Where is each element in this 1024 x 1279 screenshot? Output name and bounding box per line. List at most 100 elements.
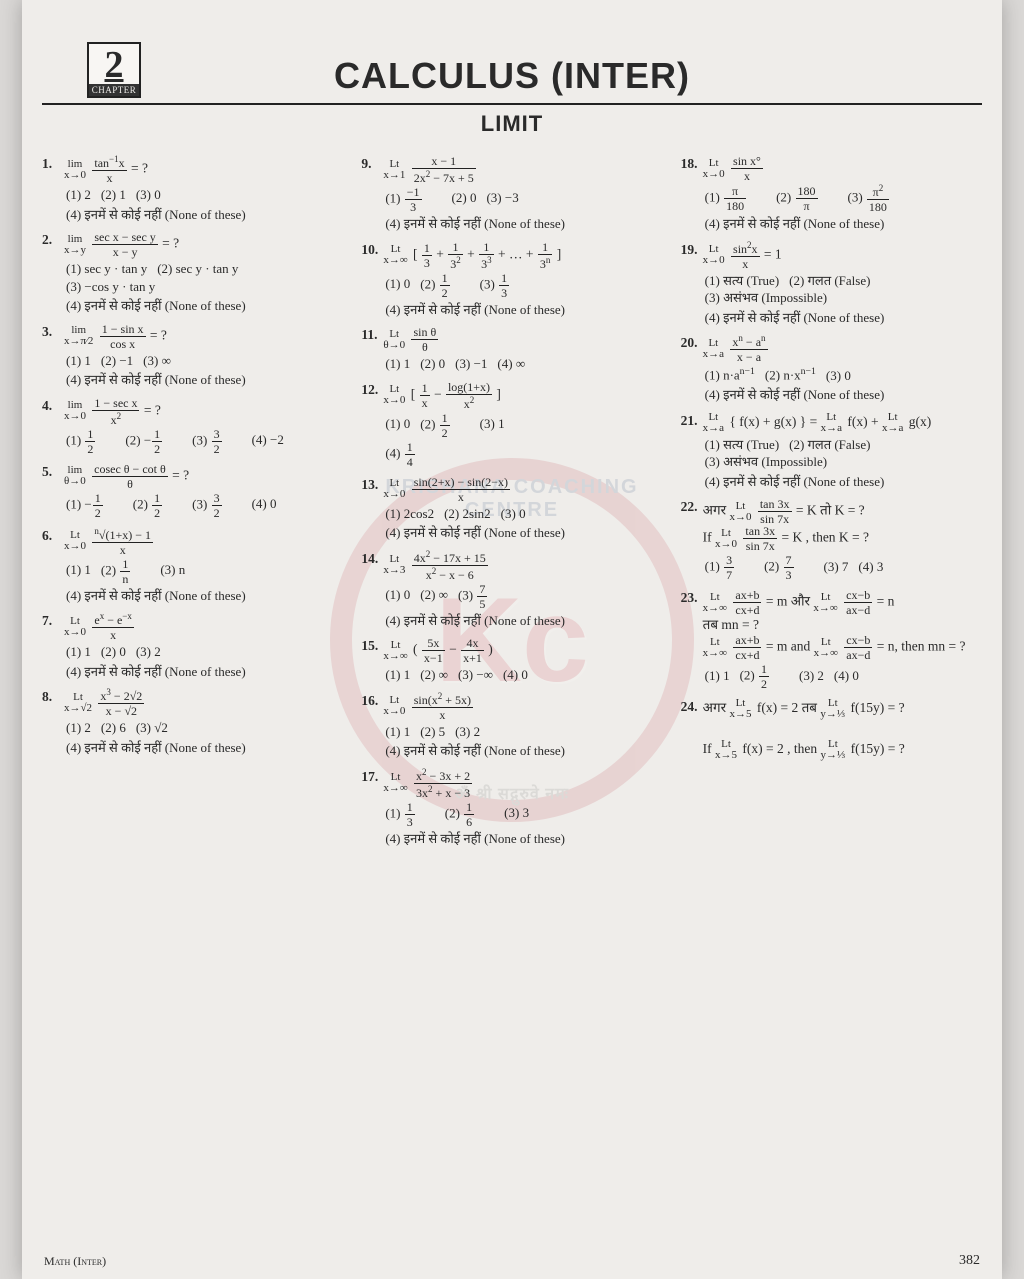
question: 24.अगर Ltx→5 f(x) = 2 तब Lty→⅓ f(15y) = …	[681, 698, 982, 760]
option: (4) 3	[858, 558, 883, 576]
option: (4) इनमें से कोई नहीं (None of these)	[66, 297, 333, 315]
question-stem: Ltx→0 sin x°x	[703, 155, 764, 182]
option: (3) 2	[136, 643, 161, 661]
option: (1) 0	[385, 275, 410, 293]
question: 7.Ltx→0 ex − e−xx(1) 1(2) 0(3) 2(4) इनमे…	[42, 612, 343, 680]
option: (2) 73	[764, 554, 813, 581]
option: (4) इनमें से कोई नहीं (None of these)	[66, 206, 333, 224]
option: (2) 180π	[776, 185, 837, 212]
title-rule	[42, 103, 982, 105]
question-number: 3.	[42, 323, 64, 341]
question-stem: Ltx→∞ ax+bcx+d = m और Ltx→∞ cx−bax−d = n…	[703, 589, 966, 661]
option: (4) 0	[834, 667, 859, 685]
option: (1) 2	[66, 719, 91, 737]
question: 1.limx→0 tan−1xx = ?(1) 2(2) 1(3) 0(4) इ…	[42, 155, 343, 223]
question: 10.Ltx→∞ [ 13 + 132 + 133 + … + 13n ](1)…	[361, 241, 662, 319]
option: (1) 2cos2	[385, 505, 434, 523]
question-options: (1) 13(2) 16(3) 3(4) इनमें से कोई नहीं (…	[385, 801, 662, 848]
chapter-label: CHAPTER	[89, 84, 139, 96]
option: (4) इनमें से कोई नहीं (None of these)	[66, 371, 333, 389]
option: (2) 0	[101, 643, 126, 661]
question-number: 20.	[681, 334, 703, 352]
option: (1) 1	[66, 352, 91, 370]
option: (2) 1n	[101, 558, 150, 585]
option: (4) इनमें से कोई नहीं (None of these)	[705, 215, 972, 233]
option: (2) 0	[420, 355, 445, 373]
option: (2) 12	[420, 272, 469, 299]
question: 18.Ltx→0 sin x°x(1) π180(2) 180π(3) π218…	[681, 155, 982, 233]
option: (2) 0	[452, 189, 477, 207]
question-options: (1) n·an−1(2) n·xn−1(3) 0(4) इनमें से को…	[705, 365, 982, 403]
question-number: 17.	[361, 768, 383, 786]
question-stem: limx→0 tan−1xx = ?	[64, 155, 148, 184]
question-stem: Ltx→0 sin(2+x) − sin(2−x)x	[383, 476, 511, 503]
question-number: 15.	[361, 637, 383, 655]
option: (3) 13	[480, 272, 529, 299]
option: (3) 32	[192, 492, 241, 519]
option: (4) इनमें से कोई नहीं (None of these)	[66, 663, 333, 681]
question: 21.Ltx→a { f(x) + g(x) } = Ltx→a f(x) + …	[681, 412, 982, 491]
question-number: 8.	[42, 688, 64, 706]
option: (4) इनमें से कोई नहीं (None of these)	[66, 739, 333, 757]
option: (1) 12	[66, 428, 115, 455]
question: 14.Ltx→3 4x2 − 17x + 15x2 − x − 6(1) 0(2…	[361, 550, 662, 630]
question-stem: Ltx→0 ex − e−xx	[64, 612, 135, 641]
option: (4) इनमें से कोई नहीं (None of these)	[66, 587, 333, 605]
question: 8.Ltx→√2 x3 − 2√2x − √2(1) 2(2) 6(3) √2(…	[42, 688, 343, 756]
option: (3) −1	[455, 355, 487, 373]
question-stem: limx→y sec x − sec yx − y = ?	[64, 231, 179, 258]
question-number: 6.	[42, 527, 64, 545]
option: (3) 1	[480, 415, 505, 433]
option: (1) π180	[705, 185, 766, 212]
option: (2) n·xn−1	[765, 365, 816, 384]
option: (3) 3	[504, 804, 529, 822]
option: (2) 12	[133, 492, 182, 519]
option: (1) 1	[705, 667, 730, 685]
option: (2) 1	[101, 186, 126, 204]
question-column-1: 1.limx→0 tan−1xx = ?(1) 2(2) 1(3) 0(4) इ…	[42, 149, 343, 855]
question-options: (1) सत्य (True)(2) गलत (False)(3) असंभव …	[705, 436, 982, 491]
option: (1) −12	[66, 492, 123, 519]
question-options: (1) 0(2) ∞(3) 75(4) इनमें से कोई नहीं (N…	[385, 583, 662, 630]
option: (1) सत्य (True)	[705, 436, 780, 454]
option: (4) इनमें से कोई नहीं (None of these)	[385, 215, 652, 233]
question: 2.limx→y sec x − sec yx − y = ?(1) sec y…	[42, 231, 343, 315]
option: (3) π2180	[848, 184, 909, 213]
question-options: (1) 37(2) 73(3) 7(4) 3	[705, 554, 982, 581]
option: (2) −12	[125, 428, 182, 455]
option: (2) 2sin2	[444, 505, 491, 523]
question: 9.Ltx→1 x − 12x2 − 7x + 5(1) −13(2) 0(3)…	[361, 155, 662, 233]
question-options: (1) 1(2) −1(3) ∞(4) इनमें से कोई नहीं (N…	[66, 352, 343, 389]
question: 13.Ltx→0 sin(2+x) − sin(2−x)x (1) 2cos2 (2…	[361, 476, 662, 542]
option: (3) 0	[826, 367, 851, 385]
option: (4) इनमें से कोई नहीं (None of these)	[385, 524, 652, 542]
option: (3) 2	[799, 667, 824, 685]
question-stem: Ltx→∞ ( 5xx−1 − 4xx+1 )	[383, 637, 492, 664]
option: (3) 0	[136, 186, 161, 204]
option: (3) √2	[136, 719, 168, 737]
question-number: 13.	[361, 476, 383, 494]
option: (3) −∞	[458, 666, 493, 684]
question: 15.Ltx→∞ ( 5xx−1 − 4xx+1 )(1) 1(2) ∞(3) …	[361, 637, 662, 684]
option: (1) 13	[385, 801, 434, 828]
question-options: (1) 1 (2) 12 (3) 2 (4) 0	[705, 663, 982, 690]
option: (1) 0	[385, 415, 410, 433]
question-options: (1) π180 (2) 180π (3) π2180 (4) इनमें से को…	[705, 184, 982, 233]
option: (1) 1	[385, 355, 410, 373]
option: (4) इनमें से कोई नहीं (None of these)	[705, 473, 972, 491]
option: (1) 37	[705, 554, 754, 581]
question-stem: limx→0 1 − sec xx2 = ?	[64, 397, 161, 426]
question: 23.Ltx→∞ ax+bcx+d = m और Ltx→∞ cx−bax−d …	[681, 589, 982, 690]
question-stem: Ltx→0 sin(x2 + 5x)x	[383, 692, 474, 721]
question-stem: Ltx→√2 x3 − 2√2x − √2	[64, 688, 145, 717]
page-subtitle: LIMIT	[42, 111, 982, 137]
question-number: 9.	[361, 155, 383, 173]
question-number: 11.	[361, 326, 383, 344]
option: (4) −2	[252, 431, 284, 449]
question-number: 2.	[42, 231, 64, 249]
question: 20.Ltx→a xn − anx − a(1) n·an−1(2) n·xn−…	[681, 334, 982, 403]
option: (2) 12	[740, 663, 789, 690]
option: (1) 1	[385, 723, 410, 741]
option: (1) 0	[385, 586, 410, 604]
option: (2) −1	[101, 352, 133, 370]
